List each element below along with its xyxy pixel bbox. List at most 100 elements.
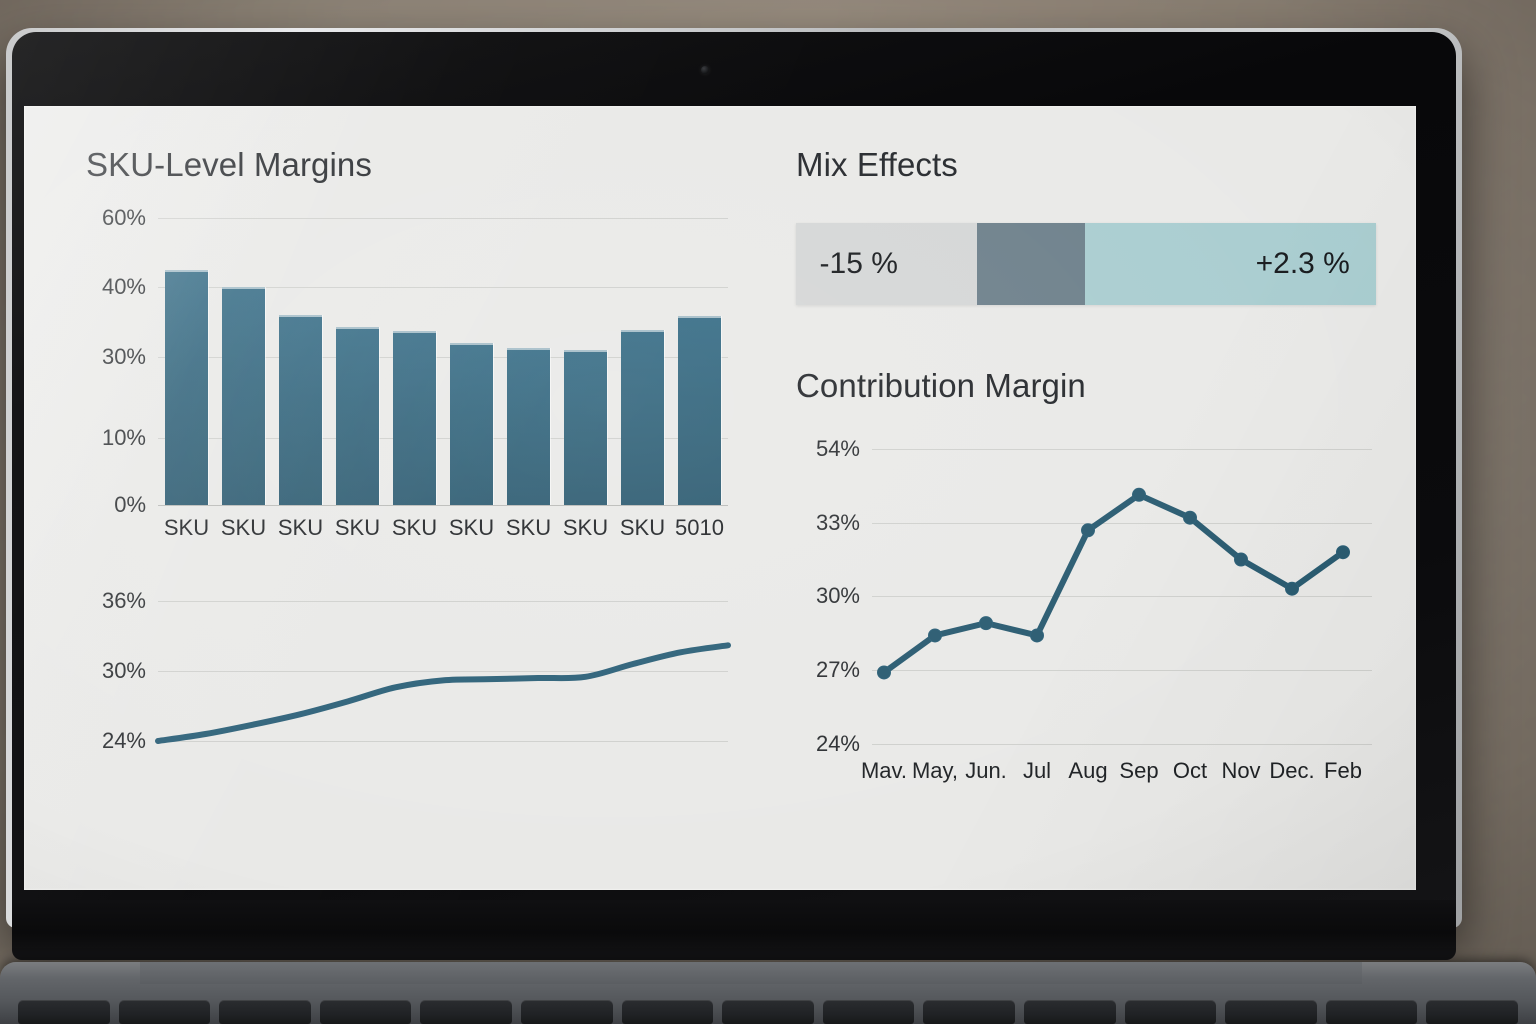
mix-panel-title: Mix Effects — [796, 146, 958, 183]
trend-gridline — [158, 671, 728, 672]
sku-y-tick: 10% — [101, 425, 146, 450]
cm-x-tick: Mav. — [860, 758, 908, 783]
mix-segment-positive-mix[interactable]: +2.3 % — [1085, 223, 1376, 305]
sku-bar[interactable] — [564, 350, 607, 505]
cm-gridline — [872, 596, 1372, 597]
keyboard-key[interactable] — [520, 1000, 613, 1024]
sku-y-tick: 40% — [101, 274, 146, 299]
cm-data-point[interactable] — [928, 628, 942, 643]
keyboard-key[interactable] — [118, 1000, 211, 1024]
cm-x-tick: Feb — [1324, 758, 1362, 783]
cm-y-tick: 30% — [815, 583, 860, 608]
sku-x-tick: SKU — [220, 515, 267, 540]
cm-x-tick: Dec. — [1269, 758, 1315, 783]
mix-segment-label: -15 % — [819, 247, 898, 280]
sku-bar[interactable] — [507, 347, 550, 505]
sku-gridline — [158, 505, 728, 506]
cm-y-tick: 33% — [815, 510, 860, 535]
cm-gridline — [872, 449, 1372, 450]
trend-y-tick: 24% — [101, 728, 146, 753]
cm-data-point[interactable] — [1234, 552, 1248, 567]
cm-gridline — [872, 523, 1372, 524]
cm-line-path — [881, 491, 1346, 676]
contribution-panel-title: Contribution Margin — [796, 367, 1086, 404]
cm-data-point[interactable] — [1285, 581, 1299, 596]
keyboard-key[interactable] — [1124, 1000, 1217, 1024]
mix-segment-negative-mix[interactable]: -15 % — [796, 223, 977, 305]
keyboard-key[interactable] — [923, 1000, 1015, 1024]
dashboard: SKU-Level Margins 60% 40% 30% 10% 0% SKU SKU SK… — [24, 106, 1416, 890]
cm-x-tick: Jun. — [965, 758, 1007, 783]
contribution-margin-chart: 54% 33% 30% 27% 24% Mav. May, Jun. Jul Aug Sep Oct N… — [816, 436, 1372, 783]
sku-bar[interactable] — [393, 331, 436, 505]
cm-data-point[interactable] — [1081, 523, 1095, 538]
sku-bar[interactable] — [678, 316, 721, 505]
sku-gridline — [158, 438, 728, 439]
cm-x-tick: Nov — [1221, 758, 1261, 783]
cm-x-tick: May, — [911, 758, 959, 783]
sku-x-tick: SKU — [619, 515, 666, 540]
keyboard-key[interactable] — [18, 1000, 110, 1024]
sku-panel-title: SKU-Level Margins — [86, 146, 372, 183]
cm-x-tick: Aug — [1068, 758, 1108, 783]
cm-x-tick: Sep — [1119, 758, 1159, 783]
cm-y-tick: 54% — [815, 436, 860, 461]
keyboard-key[interactable] — [1325, 1000, 1418, 1024]
keyboard-key[interactable] — [319, 1000, 412, 1024]
cm-x-tick: Jul — [1022, 758, 1052, 783]
cm-data-point[interactable] — [877, 665, 891, 680]
keyboard-key[interactable] — [420, 1000, 512, 1024]
trend-line-path — [155, 642, 731, 744]
sku-y-tick: 0% — [114, 492, 146, 517]
cm-data-point[interactable] — [1132, 487, 1146, 502]
cm-data-point[interactable] — [1336, 545, 1350, 560]
keyboard-key[interactable] — [621, 1000, 714, 1024]
right-column: Mix Effects -15 % +2.3 % Contribution Mar… — [796, 146, 1376, 866]
trend-gridline — [158, 601, 728, 602]
cm-data-point[interactable] — [979, 616, 993, 631]
sku-bar[interactable] — [621, 330, 664, 505]
mix-segment-label: +2.3 % — [1255, 247, 1350, 280]
trend-gridline — [158, 741, 728, 742]
sku-x-tick: SKU — [334, 515, 381, 540]
keyboard-key[interactable] — [219, 1000, 311, 1024]
sku-bar[interactable] — [222, 287, 265, 505]
cm-line-svg — [877, 487, 1350, 680]
sku-x-tick: SKU — [163, 515, 210, 540]
sku-bar[interactable] — [336, 326, 379, 505]
sku-gridline — [158, 357, 728, 358]
keyboard-key[interactable] — [1426, 1000, 1518, 1024]
keyboard-key[interactable] — [1225, 1000, 1317, 1024]
sku-bar[interactable] — [450, 343, 493, 505]
cm-gridline — [872, 744, 1372, 745]
sku-bar[interactable] — [279, 315, 322, 505]
sku-x-tick: SKU — [448, 515, 495, 540]
mix-effects-bar[interactable]: -15 % +2.3 % — [796, 223, 1376, 305]
margin-trend-chart: 36% 30% 24% — [102, 588, 731, 753]
keyboard-key[interactable] — [822, 1000, 915, 1024]
sku-x-tick: SKU — [391, 515, 438, 540]
sku-x-tick: SKU — [505, 515, 552, 540]
cm-x-tick: Oct — [1172, 758, 1208, 783]
sku-x-tick: 5010 — [675, 515, 724, 540]
trend-line-svg — [155, 642, 731, 744]
webcam-icon — [701, 66, 709, 74]
sku-x-tick: SKU — [562, 515, 609, 540]
sku-margins-chart: 60% 40% 30% 10% 0% SKU SKU SKU SKU SKU SKU SKU SKU SK… — [102, 205, 728, 540]
mix-segment-neutral-mix[interactable] — [976, 223, 1086, 305]
cm-data-point[interactable] — [1030, 628, 1044, 643]
cm-y-tick: 27% — [815, 657, 860, 682]
keyboard-key[interactable] — [1023, 1000, 1116, 1024]
sku-x-tick: SKU — [277, 515, 324, 540]
keyboard-row[interactable] — [18, 1000, 1518, 1024]
sku-gridline — [158, 218, 728, 219]
sku-bar[interactable] — [165, 269, 208, 505]
laptop-hinge — [12, 900, 1456, 960]
laptop-base-lip — [140, 962, 1362, 984]
sku-y-tick: 30% — [101, 344, 146, 369]
keyboard-key[interactable] — [722, 1000, 814, 1024]
cm-data-point[interactable] — [1183, 510, 1197, 525]
cm-gridline — [872, 670, 1372, 671]
trend-y-tick: 36% — [101, 588, 146, 613]
